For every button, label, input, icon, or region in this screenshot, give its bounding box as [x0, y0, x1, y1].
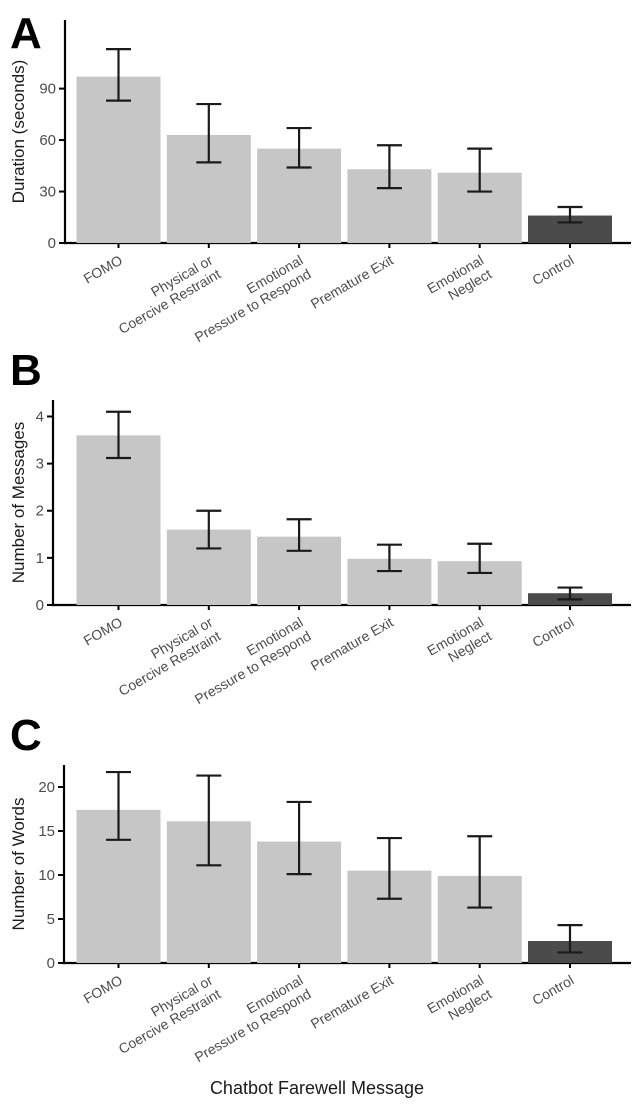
y-tick-label-A: 0 [48, 235, 56, 252]
panel-B-bar-0 [76, 435, 161, 605]
x-category-label-C-3: Premature Exit [308, 972, 396, 1032]
y-tick-label-C: 15 [38, 823, 55, 840]
y-tick-label-C: 0 [47, 955, 55, 972]
x-category-label-B-5: Control [529, 614, 576, 650]
x-axis-title: Chatbot Farewell Message [209, 1078, 425, 1098]
y-tick-label-A: 90 [39, 81, 56, 98]
y-tick-label-C: 10 [38, 867, 55, 884]
x-category-label-A-3: Premature Exit [308, 252, 396, 312]
y-tick-label-C: 20 [38, 779, 55, 796]
x-category-label-B-4: EmotionalNeglect [424, 614, 494, 673]
x-category-label-B-0: FOMO [81, 614, 125, 649]
x-category-label-A-4: EmotionalNeglect [424, 252, 494, 311]
x-category-label-C-4: EmotionalNeglect [424, 972, 494, 1031]
y-tick-label-A: 60 [39, 132, 56, 149]
y-tick-label-A: 30 [39, 184, 56, 201]
panel-letter-A: A [10, 9, 42, 58]
y-tick-label-B: 3 [36, 456, 44, 473]
panel-A-bar-0 [76, 76, 161, 243]
x-category-label-C-0: FOMO [81, 972, 125, 1007]
y-axis-title-C: Number of Words [9, 798, 28, 931]
y-axis-title-B: Number of Messages [9, 422, 28, 584]
y-axis-title-A: Duration (seconds) [9, 60, 28, 204]
y-tick-label-C: 5 [47, 911, 55, 928]
panel-letter-B: B [10, 346, 42, 395]
x-category-label-C-5: Control [529, 972, 576, 1008]
y-tick-label-B: 0 [36, 597, 44, 614]
x-category-label-A-0: FOMO [81, 252, 125, 287]
x-category-label-A-5: Control [529, 252, 576, 288]
y-tick-label-B: 2 [36, 503, 44, 520]
x-category-label-B-3: Premature Exit [308, 614, 396, 674]
y-tick-label-B: 1 [36, 550, 44, 567]
y-tick-label-B: 4 [36, 408, 44, 425]
panel-letter-C: C [10, 711, 42, 760]
